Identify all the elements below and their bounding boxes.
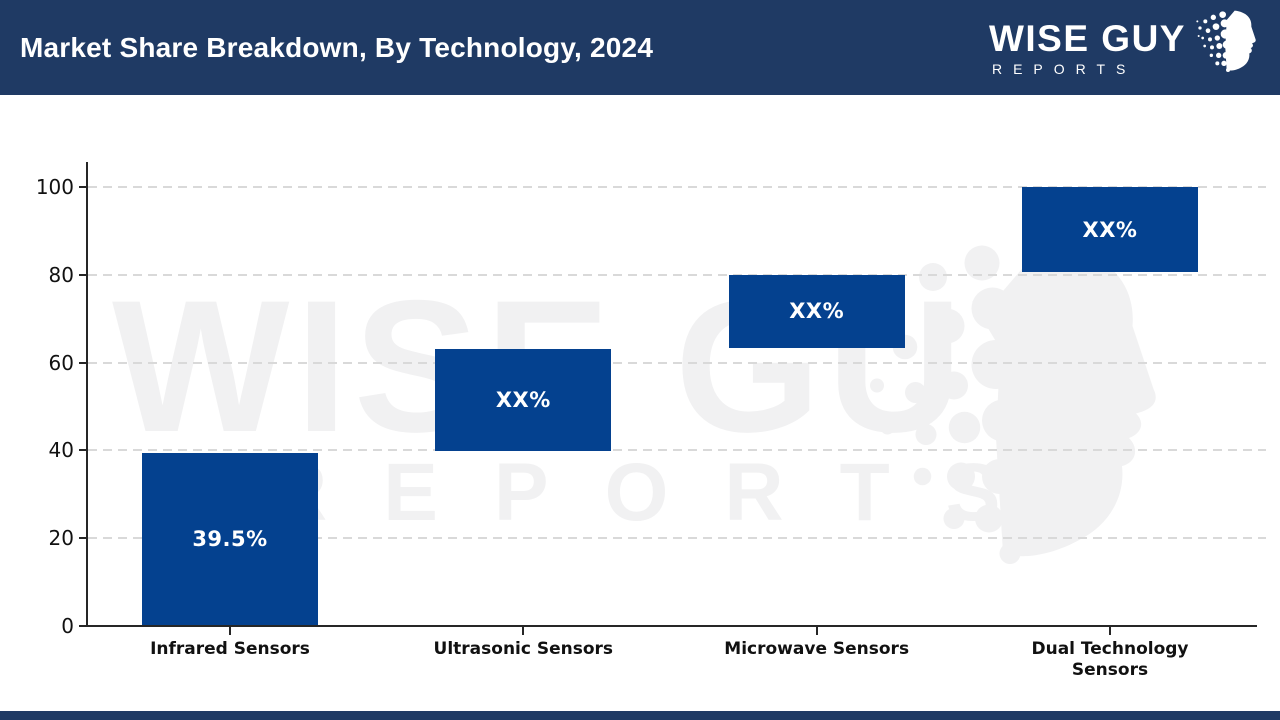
bar-value-label-1: 39.5% (192, 527, 268, 552)
y-tick-label-80: 80 (48, 262, 74, 287)
y-tick-60 (79, 361, 88, 364)
y-tick-20 (79, 537, 88, 540)
x-category-label-1: Infrared Sensors (150, 639, 310, 659)
y-tick-label-40: 40 (48, 438, 74, 463)
header-band: Market Share Breakdown, By Technology, 2… (0, 0, 1280, 95)
bar-4: XX% (1022, 187, 1198, 273)
y-tick-label-0: 0 (61, 614, 74, 638)
logo-wordmark: WISE GUY (988, 17, 1186, 59)
gridline-20 (88, 537, 1266, 540)
bar-value-label-4: XX% (1082, 217, 1138, 242)
page-title: Market Share Breakdown, By Technology, 2… (20, 31, 654, 63)
x-category-label-2: Ultrasonic Sensors (433, 639, 614, 659)
gridline-100 (88, 186, 1266, 188)
y-tick-label-60: 60 (48, 350, 74, 375)
gridline-40 (88, 449, 1266, 452)
x-category-label-4: Dual Technology Sensors (1031, 639, 1189, 680)
bar-value-label-2: XX% (495, 388, 551, 413)
x-tick-4 (1109, 626, 1111, 635)
y-tick-0 (79, 625, 88, 627)
gridline-80 (88, 273, 1266, 276)
x-tick-2 (522, 626, 525, 635)
x-axis-line (86, 625, 1257, 627)
x-tick-3 (815, 626, 818, 635)
bar-3: XX% (728, 274, 905, 348)
dotted-face-icon (1196, 10, 1256, 72)
bar-value-label-3: XX% (789, 299, 845, 324)
y-axis-line (86, 162, 88, 627)
y-tick-label-20: 20 (48, 526, 74, 551)
y-tick-label-100: 100 (35, 175, 74, 199)
gridline-60 (88, 361, 1266, 364)
wise-guy-reports-logo: WISE GUY REPORTS (989, 4, 1268, 92)
y-tick-40 (79, 449, 88, 452)
y-tick-80 (79, 273, 88, 276)
footer-band (0, 711, 1280, 720)
logo-sub-wordmark: REPORTS (991, 60, 1137, 77)
logo-text: WISE GUY REPORTS (989, 20, 1186, 77)
x-tick-1 (229, 626, 231, 635)
x-category-label-3: Microwave Sensors (724, 639, 910, 659)
bar-2: XX% (435, 348, 612, 452)
y-tick-100 (79, 186, 88, 188)
watermark-sub-wordmark: REPORTS (268, 447, 1057, 538)
bar-1: 39.5% (142, 452, 318, 626)
